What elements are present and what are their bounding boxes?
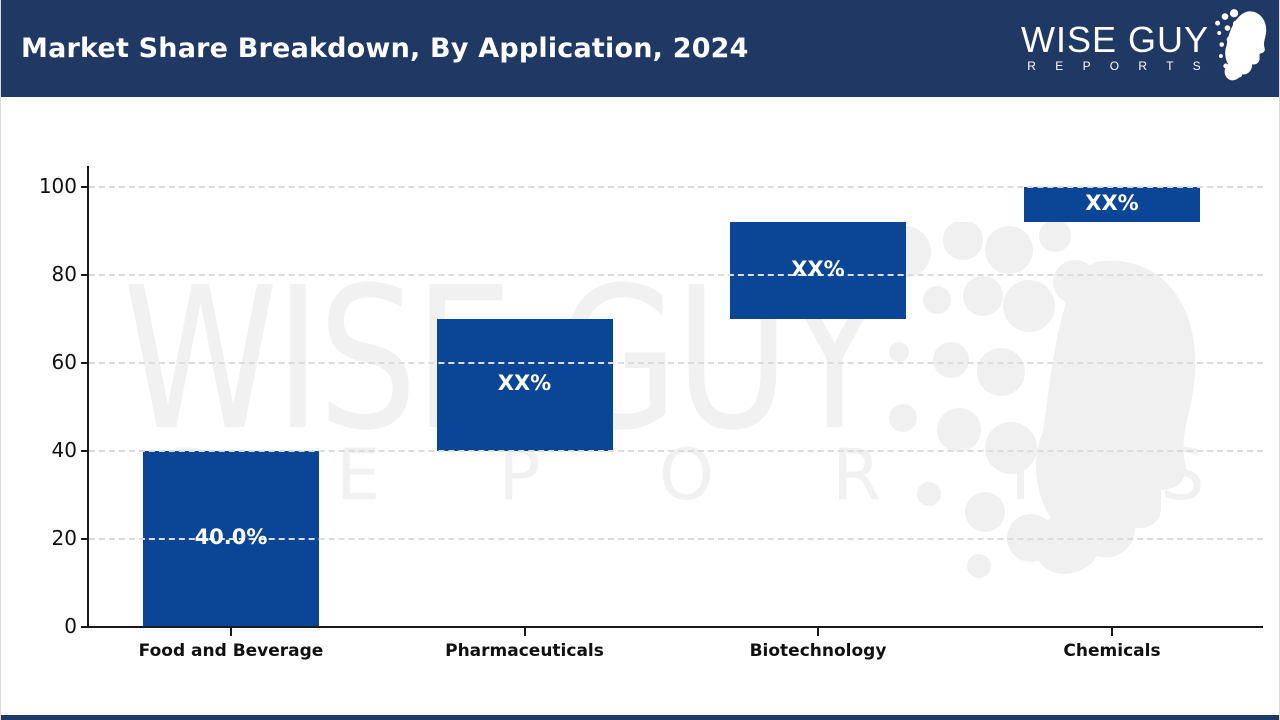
header-band: Market Share Breakdown, By Application, … [1,0,1279,97]
x-tick-mark [1111,628,1113,636]
y-gridline-80 [89,274,1263,276]
y-tick-label-40: 40 [51,438,77,462]
bar-value-label: 40.0% [194,525,268,549]
y-tick-mark-0 [81,626,89,628]
logo-face-icon [1215,9,1267,81]
y-tick-label-20: 20 [51,526,77,550]
bar-value-label: XX% [791,256,845,281]
footer-band [1,715,1279,720]
x-category-label: Food and Beverage [138,641,324,661]
bar-value-label: XX% [497,371,552,395]
logo-name-text: WISE GUY [1020,18,1209,60]
bar-biotechnology [730,222,906,319]
y-tick-label-100: 100 [38,174,77,198]
y-axis-line [87,166,89,628]
x-tick-mark [817,628,819,636]
x-tick-mark [523,628,526,636]
y-tick-label-60: 60 [51,350,77,374]
y-tick-mark-80 [81,274,89,276]
chart-title: Market Share Breakdown, By Application, … [21,33,749,64]
y-tick-mark-100 [81,186,89,188]
bar-chemicals [1024,187,1200,223]
logo-subname-text: R E P O R T S [1027,59,1209,74]
y-gridline-100 [89,186,1263,188]
y-gridline-20 [89,538,1263,540]
y-gridline-60 [89,362,1263,364]
watermark-face-dots [879,222,1196,578]
y-tick-label-80: 80 [51,262,77,286]
y-tick-label-0: 0 [64,614,77,638]
y-tick-mark-20 [81,538,89,540]
x-axis-line [87,626,1263,628]
x-tick-mark [230,628,232,636]
y-tick-mark-40 [81,450,89,452]
x-category-label: Chemicals [1063,641,1161,661]
bar-value-label: XX% [1085,190,1139,215]
logo-text: WISE GUY R E P O R T S [1020,18,1209,74]
x-category-label: Biotechnology [749,641,887,661]
y-gridline-40 [89,450,1263,452]
wise-guy-reports-logo: WISE GUY R E P O R T S [1021,8,1267,86]
y-tick-mark-60 [81,362,89,364]
bar-pharmaceuticals [436,319,613,451]
x-category-label: Pharmaceuticals [445,641,604,661]
